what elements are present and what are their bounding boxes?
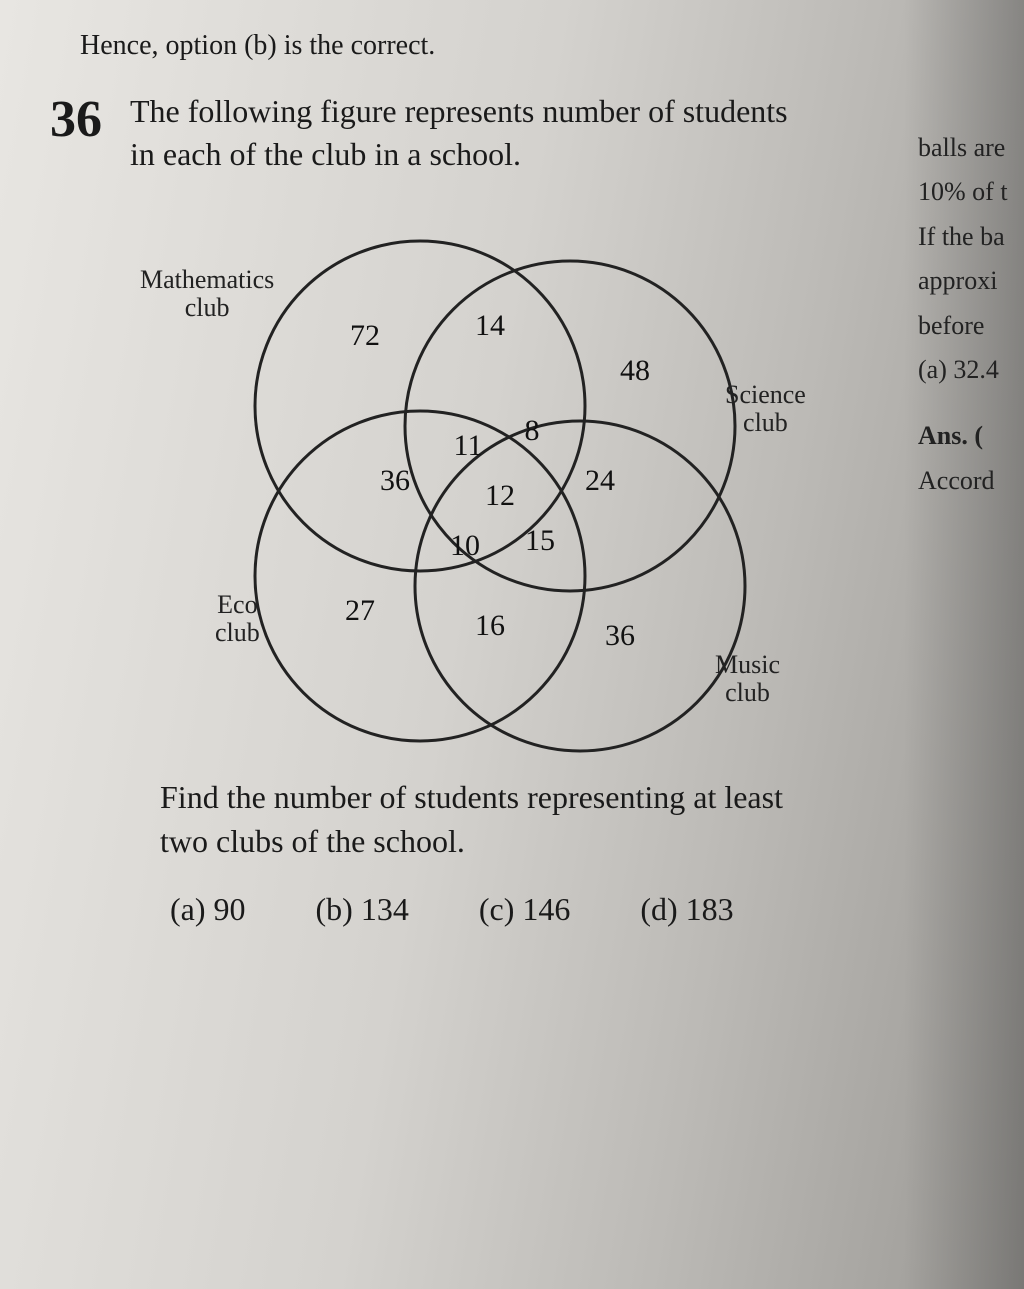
venn-region-music-only: 36: [605, 619, 635, 653]
venn-region-eco-music-math: 10: [450, 529, 480, 563]
venn-region-math-sci: 14: [475, 309, 505, 343]
edge-frag: If the ba: [918, 219, 1024, 255]
edge-frag: (a) 32.4: [918, 352, 1024, 388]
page-edge-fragments: balls are 10% of t If the ba approxi bef…: [904, 0, 1024, 1289]
edge-frag: 10% of t: [918, 174, 1024, 210]
option-b[interactable]: (b) 134: [316, 891, 409, 928]
venn-label-math: Mathematicsclub: [140, 266, 274, 321]
page: Hence, option (b) is the correct. 36 The…: [0, 0, 1024, 1289]
venn-region-math-sci-eco: 11: [454, 429, 483, 463]
venn-label-eco: Ecoclub: [215, 591, 260, 646]
prev-answer-line: Hence, option (b) is the correct.: [80, 30, 984, 62]
venn-region-eco-music: 16: [475, 609, 505, 643]
question-text: The following figure represents number o…: [130, 90, 788, 176]
venn-label-science: Scienceclub: [725, 381, 806, 436]
instruction-line: two clubs of the school.: [160, 823, 465, 859]
venn-region-math-eco: 36: [380, 464, 410, 498]
option-c[interactable]: (c) 146: [479, 891, 571, 928]
option-d[interactable]: (d) 183: [640, 891, 733, 928]
venn-region-math-sci-music: 8: [525, 414, 540, 448]
label-text: Scienceclub: [725, 380, 806, 436]
venn-region-sci-eco-music: 15: [525, 524, 555, 558]
venn-circle-eco: [255, 411, 585, 741]
venn-region-sci-only: 48: [620, 354, 650, 388]
venn-circle-math: [255, 241, 585, 571]
question-number: 36: [50, 94, 130, 146]
venn-region-eco-only: 27: [345, 594, 375, 628]
question-text-line: in each of the club in a school.: [130, 136, 521, 172]
label-text: Ecoclub: [215, 590, 260, 646]
venn-label-music: Musicclub: [715, 651, 780, 706]
venn-diagram: Mathematicsclub Scienceclub Ecoclub Musi…: [170, 206, 810, 766]
edge-frag: before: [918, 308, 1024, 344]
edge-frag: Ans. (: [918, 418, 1024, 454]
label-text: Musicclub: [715, 650, 780, 706]
question-text-line: The following figure represents number o…: [130, 93, 788, 129]
edge-frag: approxi: [918, 263, 1024, 299]
label-text: Mathematicsclub: [140, 265, 274, 321]
venn-circle-music: [415, 421, 745, 751]
question-row: 36 The following figure represents numbe…: [50, 90, 984, 176]
venn-region-center: 12: [485, 479, 515, 513]
options-row: (a) 90 (b) 134 (c) 146 (d) 183: [170, 891, 984, 928]
option-a[interactable]: (a) 90: [170, 891, 246, 928]
venn-region-math-only: 72: [350, 319, 380, 353]
instruction-text: Find the number of students representing…: [160, 776, 920, 862]
venn-region-sci-music: 24: [585, 464, 615, 498]
edge-frag: balls are: [918, 130, 1024, 166]
instruction-line: Find the number of students representing…: [160, 779, 783, 815]
edge-frag: Accord: [918, 463, 1024, 499]
